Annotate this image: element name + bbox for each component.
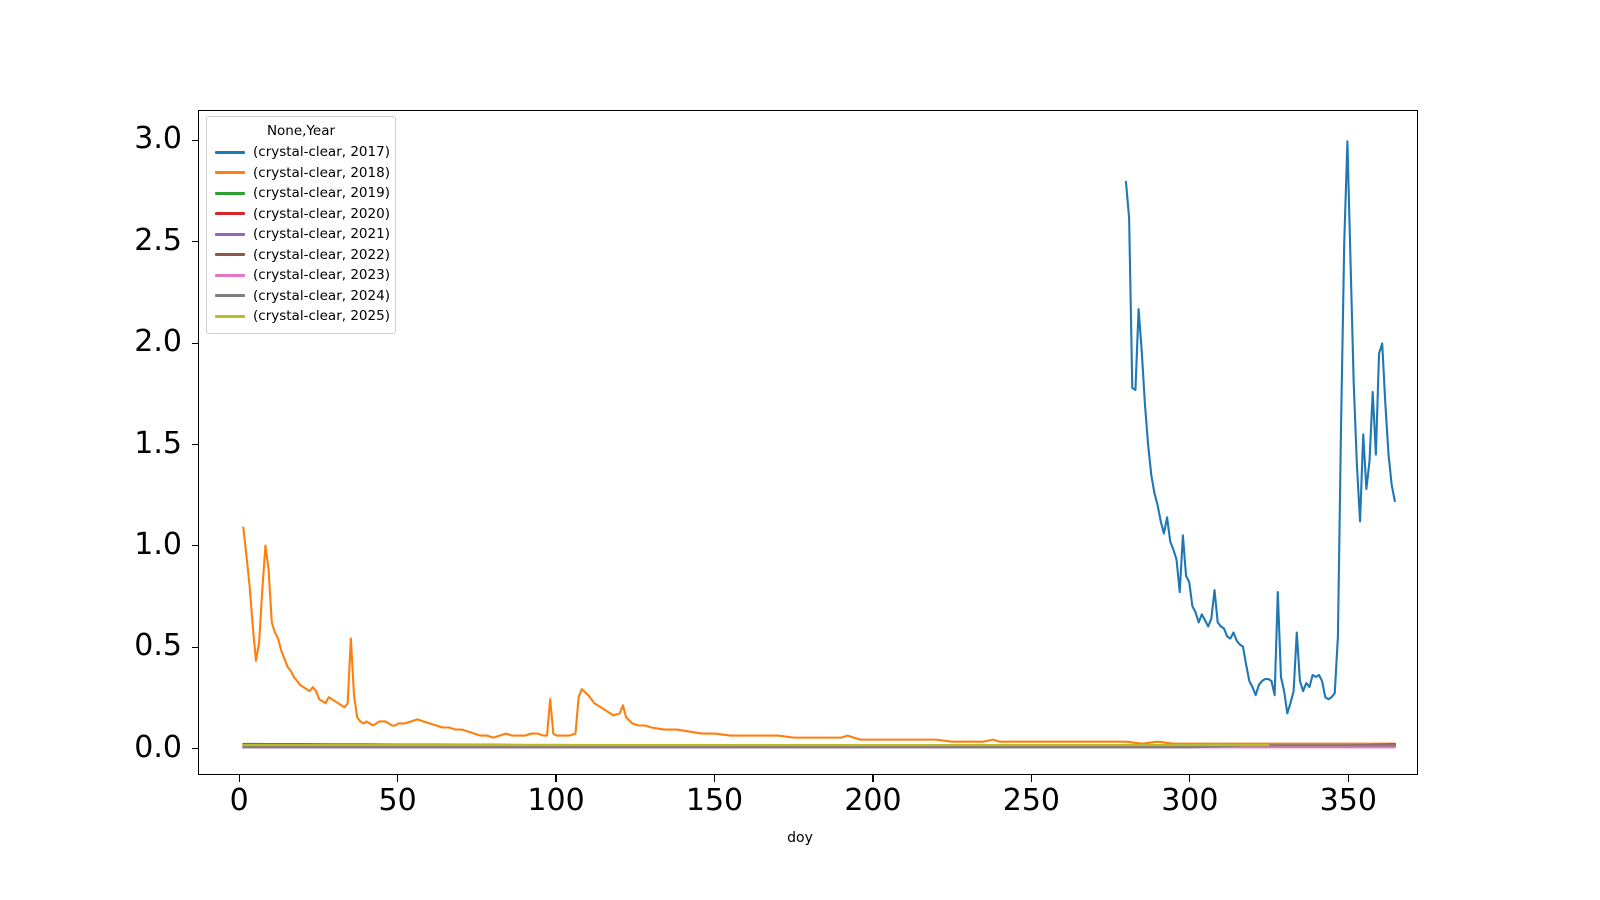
x-tick-mark — [555, 775, 557, 782]
y-tick-label: 0.0 — [134, 729, 182, 765]
series-line — [242, 526, 1396, 745]
legend-entry-label: (crystal-clear, 2021) — [253, 226, 390, 243]
series-line — [1124, 140, 1396, 715]
legend-entry-label: (crystal-clear, 2019) — [253, 185, 390, 202]
legend-entry[interactable]: (crystal-clear, 2023) — [215, 265, 390, 286]
x-tick-mark — [238, 775, 240, 782]
legend-entry-label: (crystal-clear, 2023) — [253, 267, 390, 284]
x-tick-label: 200 — [844, 783, 902, 818]
legend-color-swatch — [215, 294, 245, 298]
legend-color-swatch — [215, 232, 245, 236]
legend-color-swatch — [215, 314, 245, 318]
y-tick-label: 2.0 — [134, 324, 182, 360]
legend-color-swatch — [215, 212, 245, 216]
y-tick-mark — [191, 748, 198, 750]
legend-entries: (crystal-clear, 2017) (crystal-clear, 201… — [215, 142, 390, 327]
y-tick-label: 1.5 — [134, 425, 182, 461]
legend-entry-label: (crystal-clear, 2025) — [253, 308, 390, 325]
series-lines — [242, 140, 1396, 749]
x-tick-mark — [713, 775, 716, 782]
legend-entry[interactable]: (crystal-clear, 2017) — [215, 142, 390, 163]
y-tick-mark — [191, 241, 198, 243]
legend-entry-label: (crystal-clear, 2024) — [253, 287, 390, 304]
x-tick-mark — [872, 775, 874, 782]
y-tick-mark — [191, 342, 198, 344]
legend-title: None,Year — [266, 123, 336, 139]
y-tick-mark — [191, 443, 198, 446]
y-tick-mark — [191, 545, 198, 547]
legend-entry-label: (crystal-clear, 2020) — [253, 205, 390, 222]
plot-area — [198, 110, 1418, 775]
legend-color-swatch — [215, 171, 245, 175]
y-tick-label: 2.5 — [134, 222, 182, 258]
legend-color-swatch — [215, 191, 245, 195]
x-tick-mark — [1347, 775, 1349, 782]
legend-color-swatch — [215, 150, 245, 154]
x-tick-mark — [397, 775, 399, 782]
legend-entry[interactable]: (crystal-clear, 2021) — [215, 224, 390, 245]
legend-color-swatch — [215, 273, 245, 277]
legend-entry[interactable]: (crystal-clear, 2025) — [215, 306, 390, 327]
legend-color-swatch — [215, 253, 245, 257]
y-tick-label: 1.0 — [134, 526, 182, 562]
legend-entry-label: (crystal-clear, 2018) — [253, 164, 390, 181]
chart-legend: None,Year (crystal-clear, 2017) (crystal-… — [206, 116, 396, 334]
legend-entry-label: (crystal-clear, 2022) — [253, 246, 390, 263]
x-tick-label: 50 — [378, 783, 417, 818]
series-line — [242, 744, 1396, 749]
legend-entry[interactable]: (crystal-clear, 2024) — [215, 286, 390, 307]
x-tick-label: 350 — [1319, 783, 1377, 818]
legend-entry[interactable]: (crystal-clear, 2019) — [215, 183, 390, 204]
x-tick-label: 150 — [685, 783, 744, 818]
y-tick-label: 3.0 — [134, 121, 182, 157]
y-tick-mark — [191, 139, 198, 141]
y-tick-mark — [191, 646, 198, 648]
x-tick-mark — [1189, 775, 1191, 782]
x-tick-mark — [1030, 775, 1032, 782]
legend-entry-label: (crystal-clear, 2017) — [253, 144, 390, 161]
legend-entry[interactable]: (crystal-clear, 2020) — [215, 204, 390, 225]
x-tick-label: 100 — [527, 783, 585, 818]
y-tick-label: 0.5 — [134, 628, 182, 664]
legend-entry[interactable]: (crystal-clear, 2022) — [215, 245, 390, 266]
x-axis-label: doy — [787, 830, 813, 846]
legend-entry[interactable]: (crystal-clear, 2018) — [215, 163, 390, 184]
x-tick-label: 0 — [229, 783, 249, 818]
x-tick-label: 300 — [1161, 783, 1219, 818]
x-tick-label: 250 — [1002, 783, 1061, 818]
